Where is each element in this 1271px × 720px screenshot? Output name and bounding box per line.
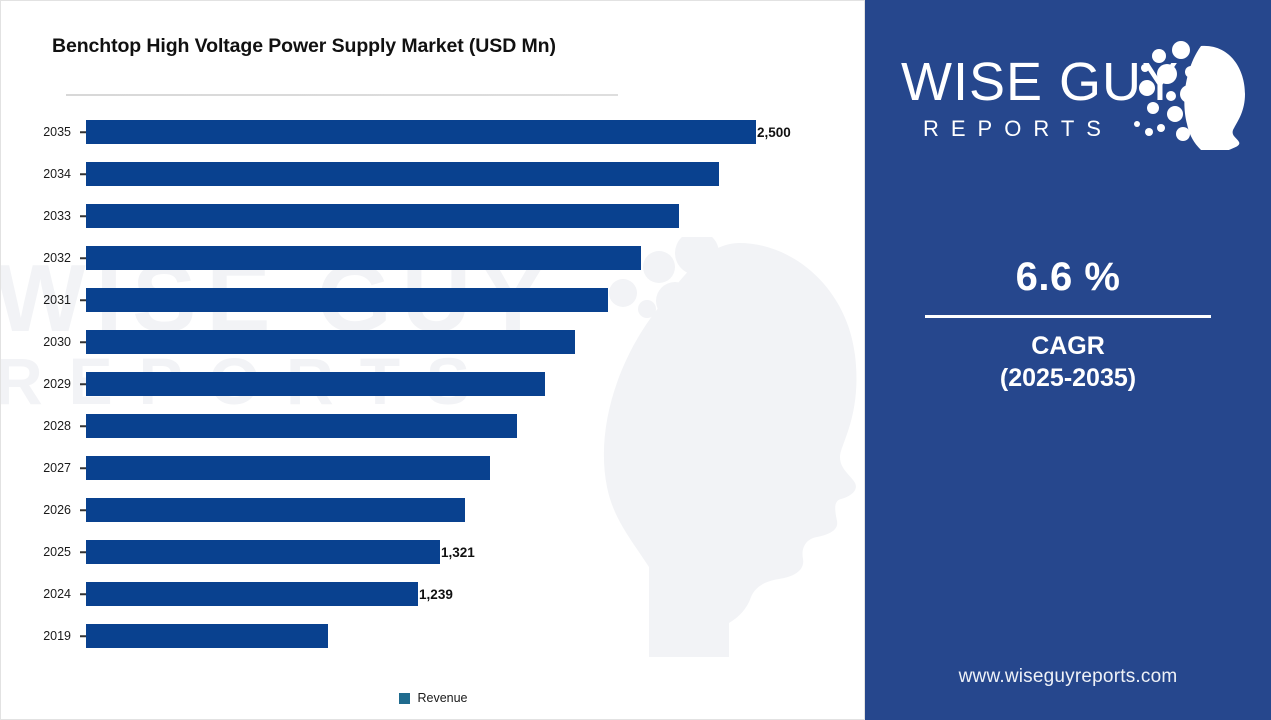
- y-axis-tick-mark: [80, 131, 86, 133]
- y-axis-tick-label: 2030: [43, 335, 71, 349]
- y-axis-tick-mark: [80, 467, 86, 469]
- bar-revenue: [86, 162, 719, 186]
- bar-revenue: [86, 498, 465, 522]
- bar-row: 2028: [1, 405, 864, 447]
- bar-container: 1,239: [86, 582, 453, 606]
- bar-value-label: 1,321: [441, 544, 475, 560]
- cagr-divider: [925, 315, 1211, 318]
- title-divider: [66, 94, 618, 96]
- bar-row: 2026: [1, 489, 864, 531]
- bar-revenue: [86, 540, 441, 564]
- bar-row: 2029: [1, 363, 864, 405]
- bar-container: [86, 246, 641, 270]
- y-axis-tick-label: 2033: [43, 209, 71, 223]
- website-url: www.wiseguyreports.com: [958, 666, 1178, 687]
- y-axis-tick-label: 2034: [43, 167, 71, 181]
- bar-revenue: [86, 372, 545, 396]
- wiseguy-reports-logo: WISE GUY REPORTS: [901, 41, 1245, 151]
- bar-row: 2032: [1, 237, 864, 279]
- bar-revenue: [86, 414, 517, 438]
- bar-row: 2031: [1, 279, 864, 321]
- y-axis-tick-label: 2025: [43, 545, 71, 559]
- bar-row: 2024 1,239: [1, 573, 864, 615]
- bar-container: [86, 414, 517, 438]
- y-axis-tick-label: 2028: [43, 419, 71, 433]
- bar-revenue: [86, 288, 608, 312]
- bar-value-label: 1,239: [419, 586, 453, 602]
- bar-container: [86, 456, 490, 480]
- y-axis-tick-label: 2031: [43, 293, 71, 307]
- cagr-caption-line-2: (2025-2035): [999, 364, 1137, 392]
- bar-row: 2030: [1, 321, 864, 363]
- brand-side-panel: WISE GUY REPORTS 6.6 % CAGR (2025-2035) …: [865, 0, 1271, 720]
- y-axis-tick-mark: [80, 383, 86, 385]
- chart-panel: WISE GUY REPORTS Benchtop High Voltage P…: [0, 0, 865, 720]
- legend-swatch-revenue: [399, 692, 411, 704]
- bar-revenue: [86, 582, 419, 606]
- bar-revenue: [86, 624, 328, 648]
- y-axis-tick-label: 2035: [43, 125, 71, 139]
- legend-label-revenue: Revenue: [417, 691, 468, 705]
- y-axis-tick-mark: [80, 257, 86, 259]
- bar-revenue: [86, 246, 641, 270]
- chart-title: Benchtop High Voltage Power Supply Marke…: [52, 35, 556, 57]
- bar-revenue: [86, 204, 679, 228]
- cagr-value: 6.6 %: [1015, 255, 1121, 299]
- bar-container: [86, 330, 575, 354]
- y-axis-tick-label: 2026: [43, 503, 71, 517]
- bar-revenue: [86, 330, 575, 354]
- bar-revenue: [86, 456, 490, 480]
- bar-row: 2034: [1, 153, 864, 195]
- plot-area: 2035 2,500 2034 2033 2032 2031 2030 2029 2028 202…: [1, 111, 864, 657]
- y-axis-tick-label: 2029: [43, 377, 71, 391]
- bar-container: [86, 498, 465, 522]
- y-axis-tick-label: 2027: [43, 461, 71, 475]
- y-axis-tick-mark: [80, 341, 86, 343]
- y-axis-tick-mark: [80, 551, 86, 553]
- y-axis-tick-label: 2032: [43, 251, 71, 265]
- bar-row: 2027: [1, 447, 864, 489]
- bar-container: [86, 204, 679, 228]
- bar-revenue: [86, 120, 756, 144]
- svg-text:WISE GUY: WISE GUY: [901, 52, 1179, 112]
- bar-row: 2035 2,500: [1, 111, 864, 153]
- svg-text:REPORTS: REPORTS: [923, 116, 1113, 141]
- y-axis-tick-label: 2024: [43, 587, 71, 601]
- y-axis-tick-mark: [80, 509, 86, 511]
- y-axis-tick-label: 2019: [43, 629, 71, 643]
- y-axis-tick-mark: [80, 299, 86, 301]
- bar-row: 2025 1,321: [1, 531, 864, 573]
- bar-container: [86, 162, 719, 186]
- bar-container: [86, 624, 328, 648]
- y-axis-tick-mark: [80, 173, 86, 175]
- y-axis-tick-mark: [80, 425, 86, 427]
- cagr-block: 6.6 % CAGR (2025-2035): [865, 255, 1271, 394]
- y-axis-tick-mark: [80, 593, 86, 595]
- y-axis-tick-mark: [80, 215, 86, 217]
- bar-value-label: 2,500: [757, 124, 791, 140]
- y-axis-tick-mark: [80, 635, 86, 637]
- cagr-caption-line-1: CAGR: [1031, 332, 1105, 360]
- bar-container: [86, 288, 608, 312]
- bar-container: [86, 372, 545, 396]
- chart-legend: Revenue: [1, 691, 864, 705]
- bar-row: 2033: [1, 195, 864, 237]
- bar-row: 2019: [1, 615, 864, 657]
- bar-container: 1,321: [86, 540, 475, 564]
- bar-container: 2,500: [86, 120, 791, 144]
